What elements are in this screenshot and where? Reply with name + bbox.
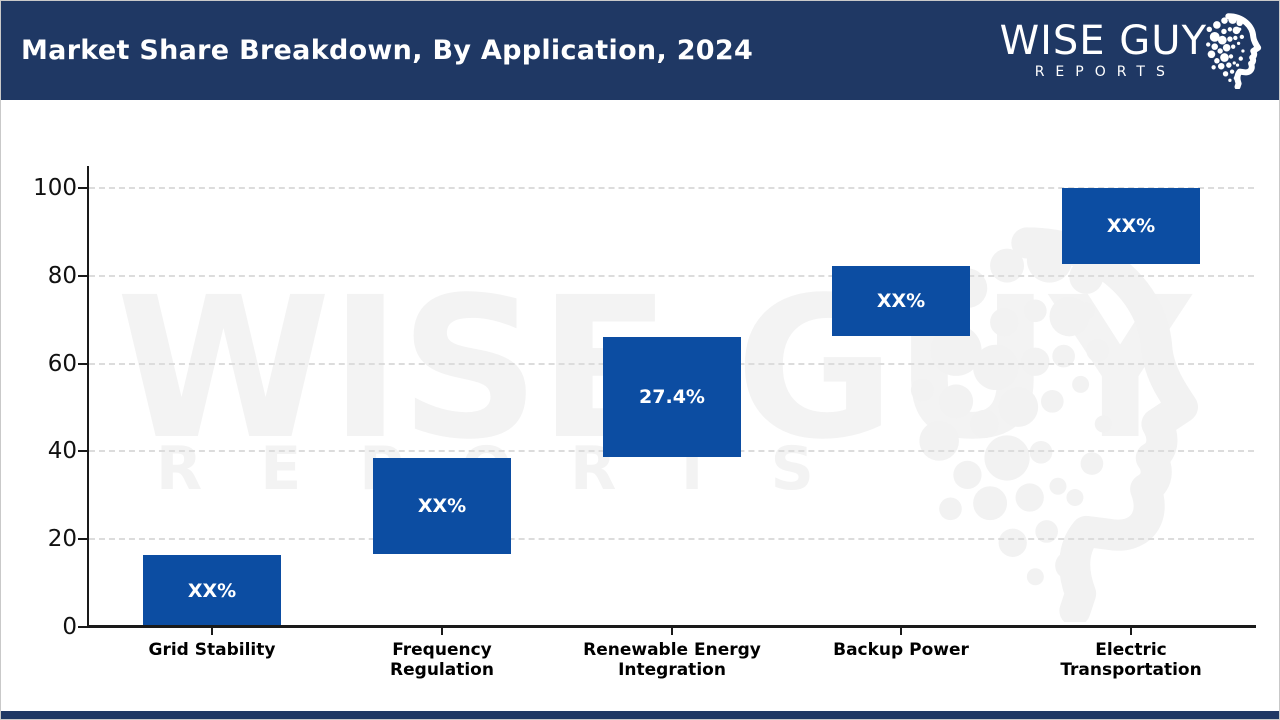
- y-tick-label: 20: [47, 526, 77, 553]
- y-tick-mark: [78, 274, 87, 277]
- y-tick-label: 40: [47, 438, 77, 465]
- y-tick-label: 100: [33, 175, 77, 201]
- x-axis-line: [87, 625, 1256, 628]
- y-tick-label: 60: [47, 350, 77, 377]
- logo-head-icon: [1206, 12, 1262, 89]
- header: Market Share Breakdown, By Application, …: [1, 1, 1279, 100]
- y-axis-line: [87, 166, 89, 627]
- y-tick-mark: [78, 362, 87, 365]
- x-tick-mark: [1130, 628, 1132, 635]
- category-label: Frequency Regulation: [390, 640, 494, 680]
- y-tick-label: 80: [47, 262, 77, 289]
- bar-segment: XX%: [373, 457, 511, 554]
- x-tick-mark: [900, 628, 902, 635]
- y-tick-mark: [78, 538, 87, 541]
- footer-bar: [1, 711, 1279, 719]
- category-label: Electric Transportation: [1060, 640, 1202, 680]
- gridline: [89, 187, 1254, 189]
- bar-segment: 27.4%: [603, 336, 741, 458]
- category-label: Renewable Energy Integration: [583, 640, 761, 680]
- logo-wordmark: WISE GUY: [999, 18, 1207, 64]
- bar-segment: XX%: [832, 265, 970, 336]
- gridline: [89, 274, 1254, 277]
- gridline: [89, 538, 1254, 541]
- y-tick-mark: [78, 187, 87, 189]
- bar-segment: XX%: [143, 554, 281, 627]
- brand-logo: WISE GUY REPORTS: [1000, 12, 1265, 89]
- category-label: Backup Power: [833, 640, 969, 660]
- category-label: Grid Stability: [148, 640, 276, 660]
- logo-subtext: REPORTS: [1034, 64, 1176, 80]
- x-tick-mark: [671, 628, 673, 635]
- x-tick-mark: [211, 628, 213, 635]
- x-tick-mark: [441, 628, 443, 635]
- y-tick-label: 0: [62, 614, 77, 640]
- y-tick-mark: [78, 450, 87, 453]
- y-tick-mark: [78, 626, 87, 628]
- bar-segment: XX%: [1062, 188, 1200, 265]
- page-title: Market Share Breakdown, By Application, …: [21, 35, 754, 66]
- logo-text: WISE GUY REPORTS: [1000, 21, 1207, 80]
